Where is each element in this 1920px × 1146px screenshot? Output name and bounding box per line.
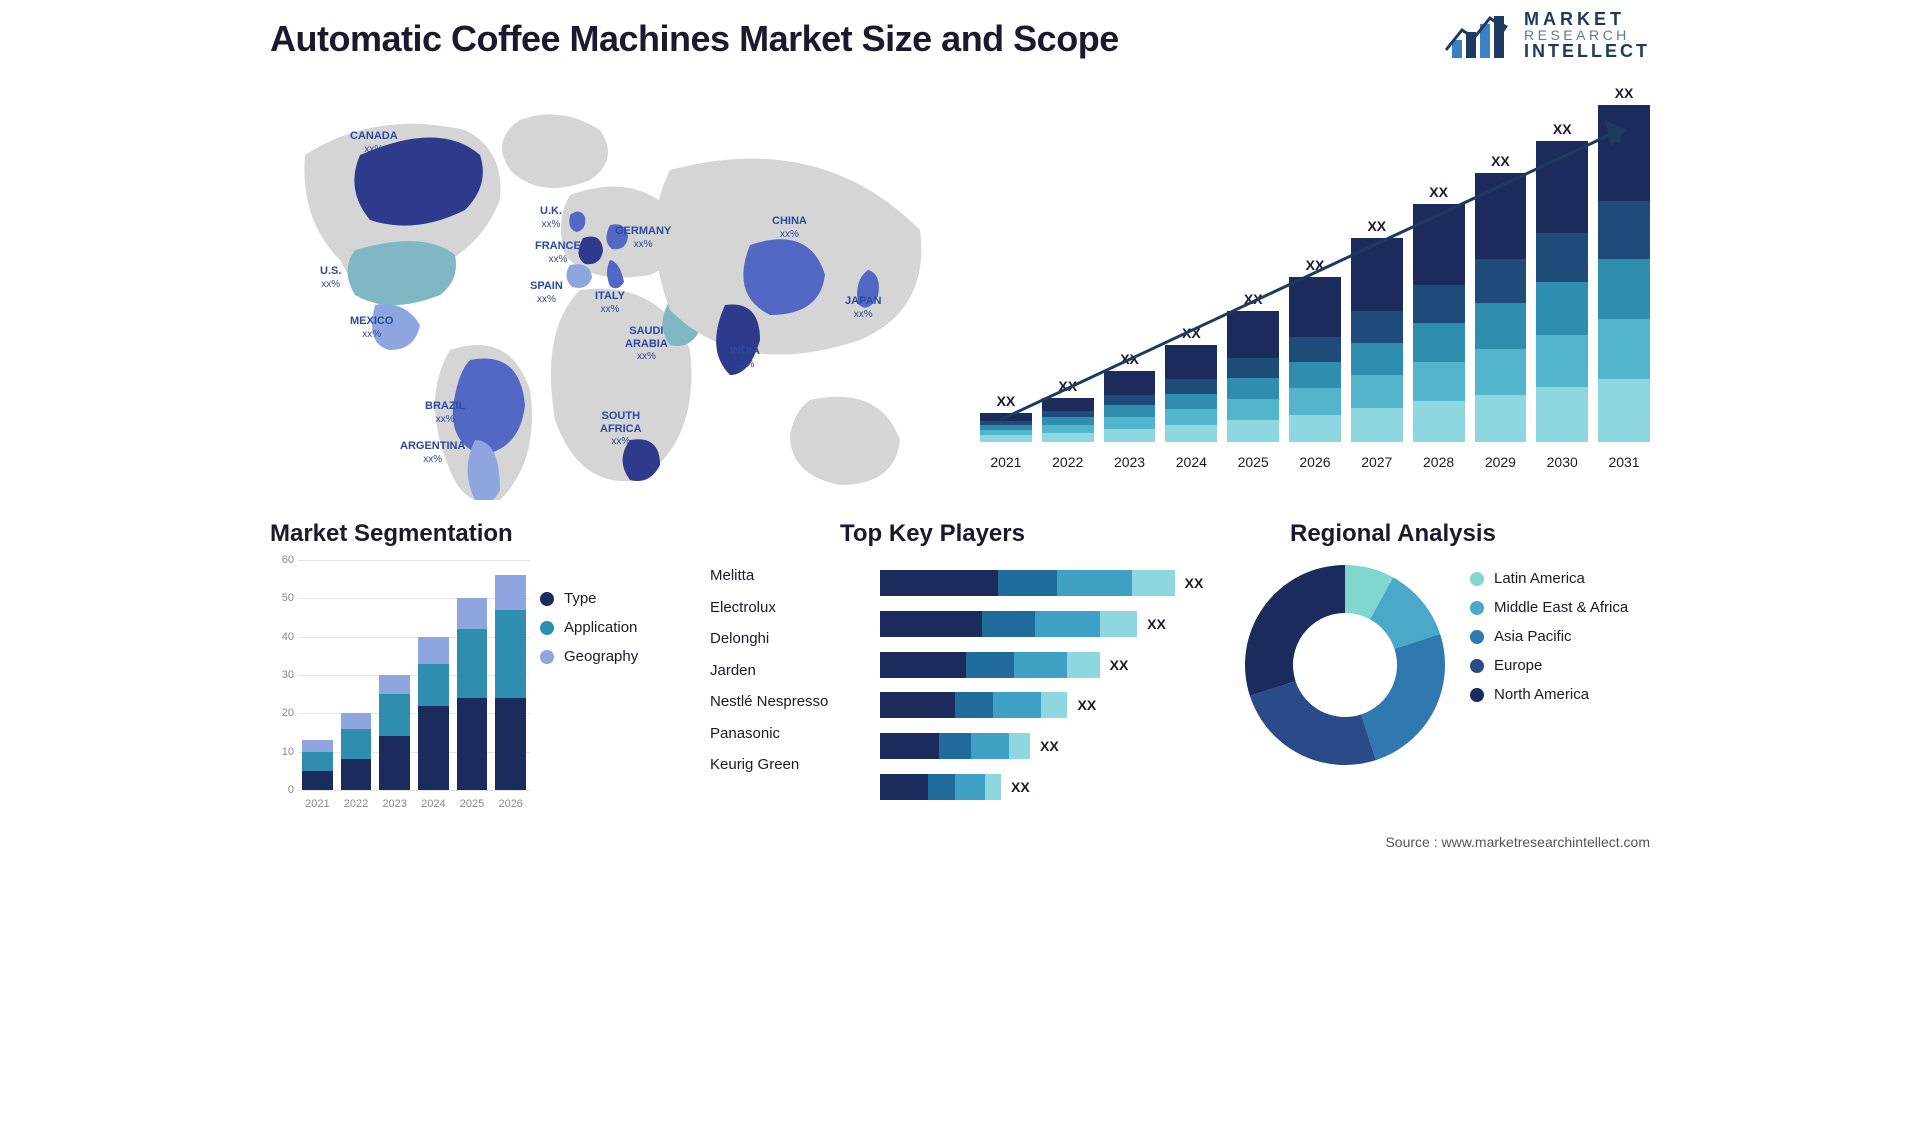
map-label: BRAZILxx% xyxy=(425,400,465,425)
seg-bar xyxy=(341,713,372,790)
growth-chart: XXXXXXXXXXXXXXXXXXXXXX 20212022202320242… xyxy=(980,100,1650,470)
growth-bar: XX xyxy=(1536,121,1588,442)
growth-year-label: 2030 xyxy=(1536,454,1588,470)
seg-ytick: 10 xyxy=(282,746,294,758)
seg-ytick: 0 xyxy=(288,784,294,796)
growth-bar: XX xyxy=(1351,218,1403,442)
growth-year-label: 2023 xyxy=(1104,454,1156,470)
segmentation-chart: 0102030405060 202120222023202420252026 xyxy=(270,560,530,820)
brand-logo: MARKET RESEARCH INTELLECT xyxy=(1444,10,1650,60)
world-map: CANADAxx% U.S.xx% MEXICOxx% BRAZILxx% ARGENT… xyxy=(270,100,950,500)
map-label: SOUTHAFRICAxx% xyxy=(600,410,642,448)
growth-year-label: 2025 xyxy=(1227,454,1279,470)
seg-year-label: 2026 xyxy=(495,798,526,810)
keyplayer-name: Panasonic xyxy=(710,718,860,750)
keyplayer-bar: XX xyxy=(880,570,1200,596)
growth-bar: XX xyxy=(1042,378,1094,442)
section-title-segmentation: Market Segmentation xyxy=(270,520,513,548)
growth-year-label: 2029 xyxy=(1475,454,1527,470)
seg-bar xyxy=(457,598,488,790)
regional-donut xyxy=(1240,560,1450,770)
section-title-regional: Regional Analysis xyxy=(1290,520,1496,548)
legend-item: Geography xyxy=(540,648,638,665)
growth-bar: XX xyxy=(1104,351,1156,442)
keyplayer-name: Electrolux xyxy=(710,592,860,624)
seg-bar xyxy=(379,675,410,790)
growth-bar: XX xyxy=(1227,291,1279,442)
keyplayer-name: Melitta xyxy=(710,560,860,592)
seg-year-label: 2024 xyxy=(418,798,449,810)
legend-item: North America xyxy=(1470,686,1628,703)
seg-bar xyxy=(418,637,449,790)
keyplayers-chart: XX XX XX XX XX XX xyxy=(880,570,1200,800)
keyplayer-bar: XX xyxy=(880,692,1200,718)
keyplayers-list: MelittaElectroluxDelonghiJardenNestlé Ne… xyxy=(710,560,860,781)
map-label: JAPANxx% xyxy=(845,295,881,320)
keyplayer-bar: XX xyxy=(880,774,1200,800)
seg-ytick: 30 xyxy=(282,669,294,681)
seg-bar xyxy=(495,575,526,790)
seg-ytick: 60 xyxy=(282,554,294,566)
keyplayer-name: Jarden xyxy=(710,655,860,687)
map-label: FRANCExx% xyxy=(535,240,581,265)
growth-year-label: 2021 xyxy=(980,454,1032,470)
logo-line3: INTELLECT xyxy=(1524,42,1650,60)
keyplayer-name: Delonghi xyxy=(710,623,860,655)
growth-year-label: 2026 xyxy=(1289,454,1341,470)
source-line: Source : www.marketresearchintellect.com xyxy=(1385,834,1650,850)
logo-mark-icon xyxy=(1444,10,1514,60)
seg-ytick: 40 xyxy=(282,631,294,643)
seg-year-label: 2022 xyxy=(341,798,372,810)
section-title-keyplayers: Top Key Players xyxy=(840,520,1025,548)
map-label: INDIAxx% xyxy=(730,345,760,370)
seg-year-label: 2021 xyxy=(302,798,333,810)
legend-item: Europe xyxy=(1470,657,1628,674)
map-label: U.K.xx% xyxy=(540,205,562,230)
legend-item: Middle East & Africa xyxy=(1470,599,1628,616)
keyplayer-bar: XX xyxy=(880,652,1200,678)
segmentation-legend: Type Application Geography xyxy=(540,590,638,677)
seg-bar xyxy=(302,740,333,790)
keyplayer-name: Nestlé Nespresso xyxy=(710,686,860,718)
growth-bar: XX xyxy=(1475,153,1527,442)
growth-bar: XX xyxy=(980,393,1032,442)
growth-year-label: 2022 xyxy=(1042,454,1094,470)
seg-year-label: 2023 xyxy=(379,798,410,810)
legend-item: Asia Pacific xyxy=(1470,628,1628,645)
seg-year-label: 2025 xyxy=(457,798,488,810)
growth-year-label: 2027 xyxy=(1351,454,1403,470)
legend-item: Application xyxy=(540,619,638,636)
growth-bar: XX xyxy=(1598,85,1650,442)
map-label: GERMANYxx% xyxy=(615,225,671,250)
growth-bar: XX xyxy=(1413,184,1465,442)
map-label: SAUDIARABIAxx% xyxy=(625,325,668,363)
seg-ytick: 20 xyxy=(282,707,294,719)
map-label: SPAINxx% xyxy=(530,280,563,305)
seg-ytick: 50 xyxy=(282,592,294,604)
regional-legend: Latin America Middle East & Africa Asia Pa… xyxy=(1470,570,1628,715)
map-label: CHINAxx% xyxy=(772,215,807,240)
growth-year-label: 2028 xyxy=(1413,454,1465,470)
map-label: MEXICOxx% xyxy=(350,315,393,340)
keyplayer-bar: XX xyxy=(880,611,1200,637)
growth-bar: XX xyxy=(1289,257,1341,442)
growth-bar: XX xyxy=(1165,325,1217,442)
page-title: Automatic Coffee Machines Market Size an… xyxy=(270,18,1119,60)
growth-year-label: 2031 xyxy=(1598,454,1650,470)
legend-item: Latin America xyxy=(1470,570,1628,587)
logo-line1: MARKET xyxy=(1524,10,1650,28)
logo-line2: RESEARCH xyxy=(1524,28,1650,42)
map-label: ITALYxx% xyxy=(595,290,625,315)
map-label: ARGENTINAxx% xyxy=(400,440,465,465)
keyplayer-bar: XX xyxy=(880,733,1200,759)
map-label: CANADAxx% xyxy=(350,130,398,155)
map-label: U.S.xx% xyxy=(320,265,341,290)
keyplayer-name: Keurig Green xyxy=(710,749,860,781)
growth-year-label: 2024 xyxy=(1165,454,1217,470)
legend-item: Type xyxy=(540,590,638,607)
